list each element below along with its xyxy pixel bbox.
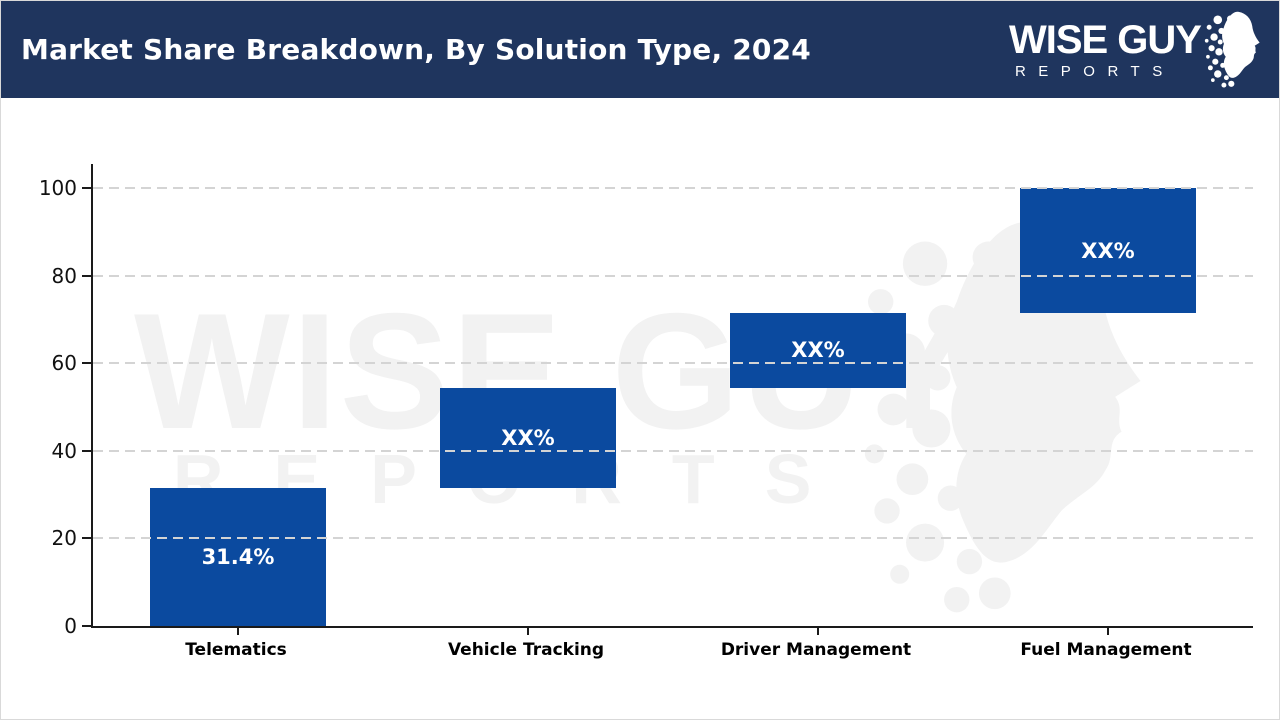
bar-driver-management [730, 313, 906, 388]
plot-area: 31.4% XX% XX% XX% [82, 164, 1253, 635]
wise-guy-reports-logo: WISE GUY REPORTS [1009, 10, 1267, 90]
logo-dotted-head-icon [1204, 11, 1260, 88]
y-tick-80 [82, 274, 91, 277]
x-tick-telematics [237, 626, 239, 635]
bar-telematics [150, 488, 326, 626]
y-tick-20 [82, 537, 91, 540]
logo-wordmark: WISE GUY [1008, 18, 1202, 62]
y-axis-label-20: 20 [51, 526, 77, 551]
bar-value-label-vehicle-tracking: XX% [501, 426, 555, 451]
y-axis-label-100: 100 [38, 176, 77, 200]
bar-value-label-fuel-management: XX% [1081, 238, 1135, 263]
bar-fuel-management [1020, 188, 1196, 314]
y-axis-label-0: 0 [64, 614, 77, 638]
x-tick-fuel-management [1107, 626, 1109, 635]
gridline-60 [93, 362, 1253, 365]
page-title: Market Share Breakdown, By Solution Type… [21, 33, 811, 66]
gridline-20 [93, 537, 1253, 540]
y-tick-100 [82, 187, 91, 189]
x-axis-label-vehicle-tracking: Vehicle Tracking [447, 640, 605, 660]
x-tick-vehicle-tracking [527, 626, 529, 635]
bar-value-label-driver-management: XX% [791, 338, 845, 363]
logo-wordmark-block: WISE GUY REPORTS [1008, 18, 1202, 80]
x-axis-label-telematics: Telematics [185, 640, 287, 660]
gridline-100 [93, 187, 1253, 189]
header-bar: Market Share Breakdown, By Solution Type… [1, 1, 1279, 98]
y-tick-60 [82, 362, 91, 365]
x-tick-driver-management [817, 626, 819, 635]
x-axis-label-driver-management: Driver Management [720, 640, 912, 660]
bar-value-label-telematics: 31.4% [201, 545, 275, 570]
y-axis-label-80: 80 [51, 263, 77, 288]
x-axis-label-fuel-management: Fuel Management [1020, 640, 1192, 660]
y-tick-0 [82, 625, 91, 627]
gridline-80 [93, 274, 1253, 277]
y-axis-label-60: 60 [51, 351, 77, 376]
y-tick-40 [82, 449, 91, 452]
gridline-40 [93, 449, 1253, 452]
y-axis-label-40: 40 [51, 438, 77, 463]
logo-subtitle: REPORTS [1014, 63, 1175, 80]
bar-vehicle-tracking [440, 387, 616, 489]
